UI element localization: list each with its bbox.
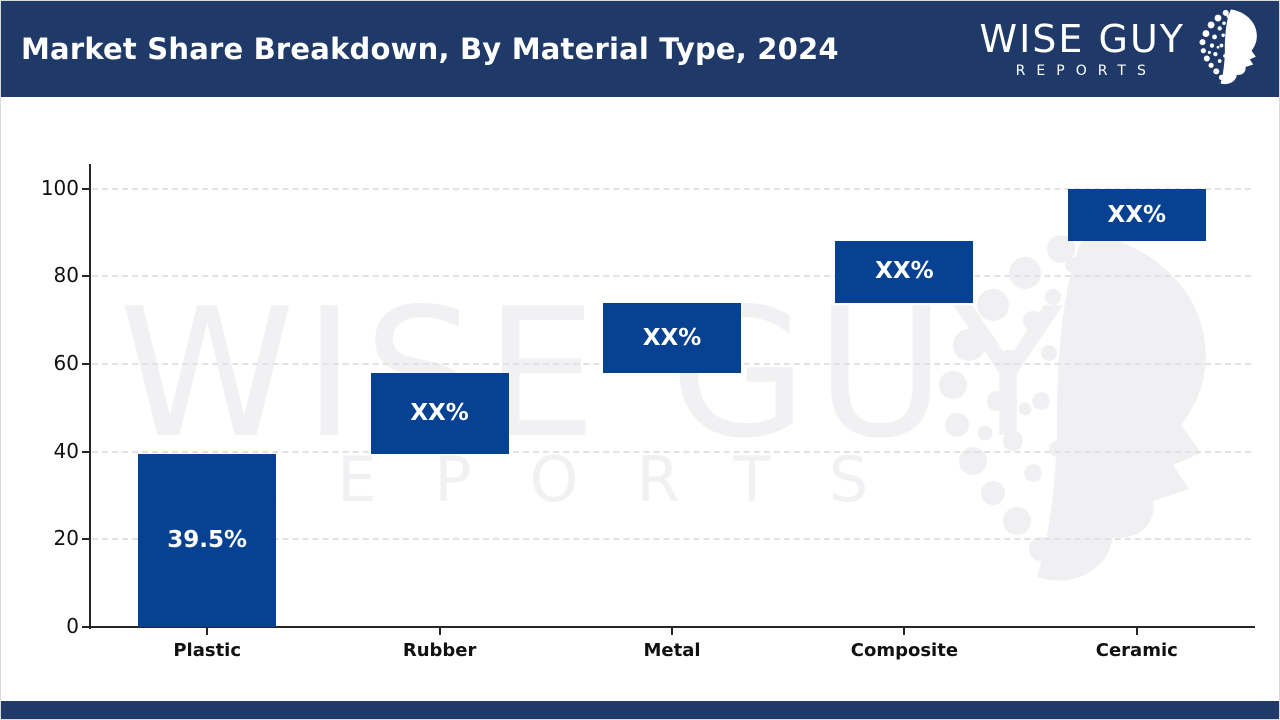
x-tick-mark — [903, 628, 906, 635]
y-tick-label: 100 — [40, 175, 79, 200]
bar-ceramic — [1067, 188, 1206, 242]
logo-subtext: REPORTS — [1015, 62, 1157, 79]
x-category-label: Ceramic — [1095, 640, 1178, 661]
x-tick-mark — [1135, 628, 1138, 635]
header-bar: Market Share Breakdown, By Material Type… — [1, 1, 1279, 97]
y-tick-mark — [82, 275, 90, 278]
gridline — [92, 450, 1251, 453]
bar-plastic — [138, 453, 277, 627]
y-tick-mark — [82, 450, 90, 453]
footer-bar — [1, 701, 1279, 719]
x-category-label: Composite — [850, 640, 959, 661]
bar-metal — [603, 302, 741, 373]
x-category-label: Metal — [643, 640, 701, 661]
bar-rubber — [370, 372, 509, 454]
y-tick-label: 0 — [66, 614, 79, 638]
gridline — [92, 187, 1251, 190]
watermark-wordmark: WISE GUY — [119, 270, 1071, 477]
bar-value-label: XX% — [875, 258, 934, 285]
y-tick-label: 80 — [53, 263, 79, 288]
chart-area: WISE GUY REPORTS 0 20 40 60 80 100 39.5% Plasti… — [1, 97, 1279, 701]
x-category-label: Rubber — [402, 640, 477, 661]
x-axis — [89, 626, 1255, 628]
y-tick-mark — [82, 363, 90, 365]
y-axis — [89, 164, 91, 629]
y-tick-label: 40 — [53, 438, 79, 463]
y-tick-mark — [82, 626, 90, 628]
wiseguy-head-icon — [1199, 9, 1257, 85]
bar-value-label: XX% — [642, 324, 702, 351]
bar-value-label: 39.5% — [167, 526, 248, 553]
plot: 0 20 40 60 80 100 39.5% Plastic XX% Rubber XX% Meta… — [1, 97, 1279, 701]
y-tick-mark — [82, 538, 90, 541]
logo-wordmark: WISE GUY — [979, 16, 1185, 61]
y-tick-mark — [82, 187, 90, 190]
y-tick-label: 60 — [53, 351, 79, 375]
watermark-subtext: REPORTS — [236, 443, 927, 516]
x-tick-mark — [671, 628, 673, 635]
wiseguy-logo: WISE GUY REPORTS — [980, 5, 1267, 93]
x-tick-mark — [206, 628, 209, 635]
logo-text: WISE GUY REPORTS — [980, 20, 1185, 79]
bar-value-label: XX% — [410, 399, 469, 426]
x-tick-mark — [438, 628, 441, 635]
x-category-label: Plastic — [173, 640, 242, 661]
bar-value-label: XX% — [1107, 201, 1167, 228]
gridline — [92, 538, 1251, 541]
gridline — [92, 275, 1251, 278]
chart-title: Market Share Breakdown, By Material Type… — [21, 32, 839, 66]
bar-composite — [835, 241, 974, 303]
y-tick-label: 20 — [53, 526, 79, 551]
